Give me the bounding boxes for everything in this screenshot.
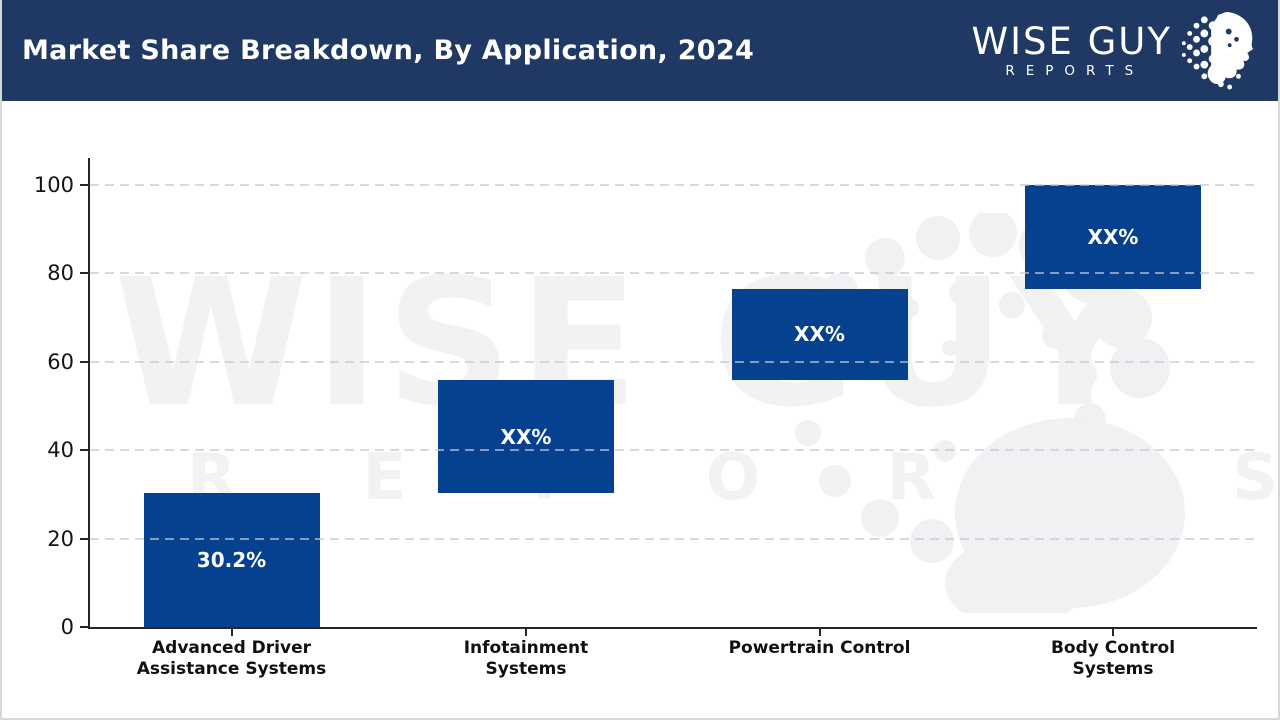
x-tick-mark — [1112, 629, 1114, 636]
brand-name: WISE GUY — [971, 19, 1172, 63]
y-tick-label: 60 — [47, 349, 74, 374]
chart-canvas: WISE GUY R E P O R T S 0 20 40 60 80 100 30.2%… — [2, 101, 1278, 718]
bar-value-label: XX% — [500, 424, 552, 449]
wiseguy-face-icon — [1181, 11, 1254, 90]
y-tick-mark — [80, 183, 89, 186]
category-label: Advanced Driver Assistance Systems — [136, 638, 327, 679]
y-tick-label: 100 — [33, 172, 74, 197]
category-label: Powertrain Control — [728, 638, 911, 658]
y-tick-label: 20 — [47, 526, 74, 551]
waterfall-bar: 30.2% — [143, 493, 320, 627]
x-axis-line — [88, 627, 1257, 629]
bar-value-label: XX% — [794, 322, 845, 347]
watermark-brand-text: WISE GUY — [114, 241, 1145, 446]
y-tick-mark — [80, 272, 89, 275]
waterfall-bar: XX% — [731, 288, 908, 381]
header-bar: Market Share Breakdown, By Application, … — [2, 0, 1278, 101]
y-tick-mark — [80, 537, 89, 540]
y-tick-label: 80 — [47, 261, 74, 286]
gridline — [90, 537, 1255, 540]
y-tick-label: 40 — [47, 438, 74, 463]
gridline — [90, 183, 1255, 186]
bar-value-label: XX% — [1087, 224, 1139, 249]
y-tick-mark — [80, 449, 89, 452]
watermark-face-dots — [791, 213, 1185, 613]
brand-logo: WISE GUY REPORTS — [972, 10, 1256, 92]
gridline — [90, 272, 1255, 275]
y-axis-line — [88, 158, 90, 629]
brand-logo-text: WISE GUY REPORTS — [972, 23, 1172, 79]
x-tick-mark — [525, 629, 527, 636]
category-label: Body Control Systems — [1050, 638, 1176, 679]
y-tick-mark — [80, 360, 89, 363]
y-tick-label: 0 — [60, 615, 74, 639]
x-tick-mark — [230, 629, 233, 636]
gridline — [90, 449, 1255, 452]
y-tick-mark — [80, 626, 89, 628]
bar-value-label: 30.2% — [196, 548, 267, 573]
waterfall-bar: XX% — [1025, 184, 1201, 289]
page-title: Market Share Breakdown, By Application, … — [22, 35, 755, 66]
gridline — [90, 360, 1255, 363]
x-tick-mark — [818, 629, 821, 636]
brand-subtitle: REPORTS — [1005, 62, 1145, 79]
waterfall-bar: XX% — [438, 380, 614, 494]
category-label: Infotainment Systems — [463, 638, 589, 679]
